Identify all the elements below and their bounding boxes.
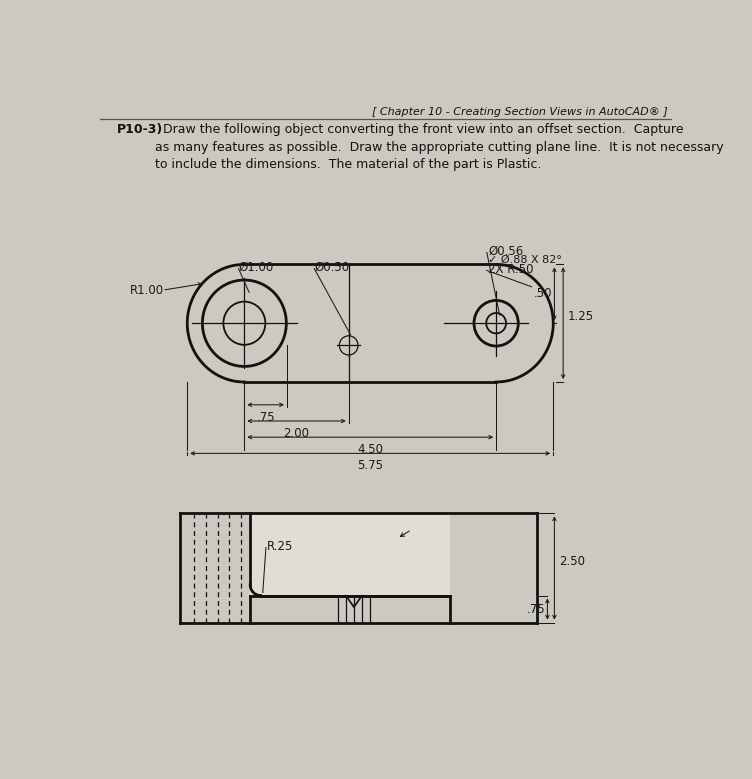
Text: 4.50: 4.50 [357, 443, 384, 456]
Text: Draw the following object converting the front view into an offset section.  Cap: Draw the following object converting the… [155, 124, 724, 171]
Text: R1.00: R1.00 [130, 284, 164, 297]
Bar [250, 513, 450, 595]
Text: 5.75: 5.75 [357, 460, 384, 472]
Text: Ø0.50: Ø0.50 [314, 261, 350, 274]
Text: 2.00: 2.00 [284, 427, 310, 440]
Text: .50: .50 [534, 287, 553, 301]
Text: .75: .75 [527, 602, 546, 615]
Text: R.25: R.25 [267, 540, 293, 553]
Text: ✓ Ø.88 X 82°: ✓ Ø.88 X 82° [488, 256, 562, 265]
Text: 1.25: 1.25 [567, 309, 593, 323]
Text: Ø0.56: Ø0.56 [488, 245, 523, 258]
Text: 2X R.50: 2X R.50 [488, 263, 533, 276]
Text: .75: .75 [256, 411, 275, 424]
Text: [ Chapter 10 - Creating Section Views in AutoCAD® ]: [ Chapter 10 - Creating Section Views in… [371, 107, 667, 117]
Text: Ø1.00: Ø1.00 [238, 261, 274, 274]
Text: P10-3): P10-3) [117, 124, 164, 136]
Text: 2.50: 2.50 [559, 555, 585, 569]
